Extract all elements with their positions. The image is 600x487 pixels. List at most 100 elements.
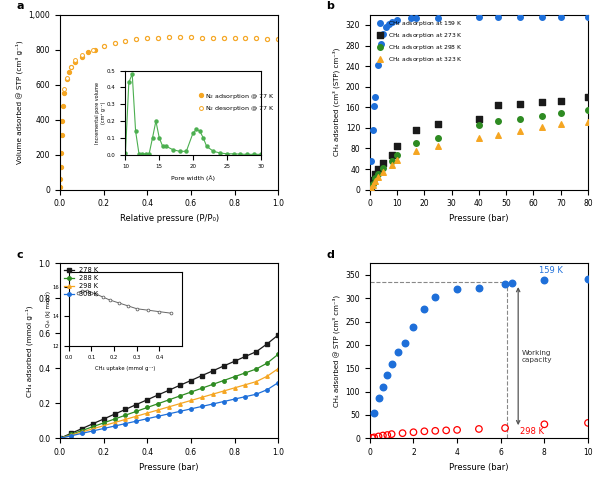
CH$_4$ adsorption at 323 K	[379, 168, 388, 175]
CH$_4$ adsorption at 323 K	[368, 181, 377, 189]
CH$_4$ adsorption at 298 K	[493, 117, 503, 125]
288 K	[253, 366, 260, 372]
CH$_4$ adsorption at 273 K	[412, 127, 421, 134]
288 K	[187, 389, 194, 395]
278 K	[176, 382, 184, 388]
288 K	[263, 360, 271, 366]
CH$_4$ adsorption at 159 K	[515, 13, 524, 21]
CH$_4$ adsorption at 298 K	[583, 106, 593, 114]
Point	[430, 293, 440, 301]
N$_2$ desorption @ 77 K	[176, 34, 184, 40]
N$_2$ adsorption @ 77 K	[187, 35, 194, 40]
CH$_4$ adsorption at 298 K	[379, 164, 388, 172]
N$_2$ adsorption @ 77 K	[56, 184, 64, 190]
278 K	[155, 392, 162, 398]
308 K	[220, 399, 227, 405]
CH$_4$ adsorption at 273 K	[583, 93, 593, 101]
CH$_4$ adsorption at 159 K	[373, 61, 383, 69]
Point	[400, 338, 410, 346]
CH$_4$ adsorption at 159 K	[379, 30, 388, 38]
Point	[370, 409, 379, 416]
Point	[500, 281, 510, 288]
Point	[583, 275, 593, 282]
298 K	[122, 416, 129, 422]
N$_2$ adsorption @ 77 K	[58, 132, 65, 138]
CH$_4$ adsorption at 323 K	[493, 131, 503, 139]
CH$_4$ adsorption at 159 K	[384, 20, 394, 28]
X-axis label: Pressure (bar): Pressure (bar)	[139, 463, 199, 471]
N$_2$ adsorption @ 77 K	[275, 36, 282, 42]
278 K	[166, 387, 173, 393]
N$_2$ adsorption @ 77 K	[133, 36, 140, 42]
Y-axis label: Volume adsorbed @ STP (cm³ g⁻¹): Volume adsorbed @ STP (cm³ g⁻¹)	[16, 40, 23, 164]
CH$_4$ adsorption at 323 K	[392, 156, 402, 164]
Point	[387, 360, 397, 368]
CH$_4$ adsorption at 323 K	[367, 184, 376, 191]
N$_2$ desorption @ 77 K	[263, 36, 271, 41]
CH$_4$ adsorption at 323 K	[373, 173, 383, 181]
CH$_4$ adsorption at 159 K	[370, 93, 380, 101]
288 K	[78, 428, 85, 433]
308 K	[143, 416, 151, 422]
288 K	[122, 412, 129, 418]
N$_2$ desorption @ 77 K	[100, 43, 107, 49]
298 K	[231, 385, 238, 391]
308 K	[275, 380, 282, 386]
CH$_4$ adsorption at 298 K	[373, 170, 383, 178]
298 K	[166, 404, 173, 410]
Point	[500, 424, 510, 432]
Legend: N$_2$ adsorption @ 77 K, N$_2$ desorption @ 77 K: N$_2$ adsorption @ 77 K, N$_2$ desorptio…	[196, 89, 277, 115]
Point	[374, 432, 383, 440]
N$_2$ desorption @ 77 K	[275, 36, 282, 42]
CH$_4$ adsorption at 273 K	[370, 170, 380, 178]
Text: Working
capacity: Working capacity	[521, 350, 552, 363]
Point	[367, 434, 377, 442]
Text: 159 K: 159 K	[539, 265, 563, 275]
278 K	[122, 407, 129, 412]
CH$_4$ adsorption at 273 K	[387, 151, 397, 159]
N$_2$ desorption @ 77 K	[122, 37, 129, 43]
Text: 298 K: 298 K	[520, 427, 544, 436]
288 K	[89, 424, 97, 430]
Point	[474, 425, 484, 433]
CH$_4$ adsorption at 323 K	[370, 177, 380, 185]
288 K	[67, 431, 74, 437]
CH$_4$ adsorption at 323 K	[387, 162, 397, 169]
Point	[409, 323, 418, 331]
N$_2$ adsorption @ 77 K	[91, 47, 98, 53]
N$_2$ adsorption @ 77 K	[59, 118, 66, 124]
278 K	[275, 332, 282, 338]
Line: 278 K: 278 K	[58, 333, 280, 440]
CH$_4$ adsorption at 159 K	[376, 40, 386, 48]
CH$_4$ adsorption at 159 K	[556, 13, 566, 21]
278 K	[209, 368, 217, 374]
CH$_4$ adsorption at 298 K	[474, 121, 484, 129]
N$_2$ adsorption @ 77 K	[85, 49, 92, 55]
278 K	[242, 354, 249, 359]
N$_2$ desorption @ 77 K	[231, 35, 238, 41]
308 K	[100, 426, 107, 431]
Point	[374, 394, 383, 402]
Point	[419, 428, 429, 435]
298 K	[133, 413, 140, 419]
288 K	[143, 405, 151, 411]
298 K	[111, 420, 118, 426]
278 K	[263, 341, 271, 347]
298 K	[176, 401, 184, 407]
308 K	[133, 418, 140, 424]
CH$_4$ adsorption at 298 K	[537, 112, 547, 120]
Point	[430, 427, 440, 435]
298 K	[56, 435, 64, 441]
298 K	[155, 407, 162, 413]
N$_2$ desorption @ 77 K	[133, 36, 140, 42]
298 K	[275, 366, 282, 372]
Legend: 278 K, 288 K, 298 K, 308 K: 278 K, 288 K, 298 K, 308 K	[61, 264, 101, 300]
CH$_4$ adsorption at 273 K	[379, 159, 388, 167]
308 K	[231, 396, 238, 402]
288 K	[220, 377, 227, 383]
298 K	[67, 432, 74, 438]
CH$_4$ adsorption at 298 K	[515, 115, 524, 123]
Point	[398, 429, 407, 437]
CH$_4$ adsorption at 323 K	[537, 123, 547, 131]
N$_2$ desorption @ 77 K	[67, 64, 74, 70]
